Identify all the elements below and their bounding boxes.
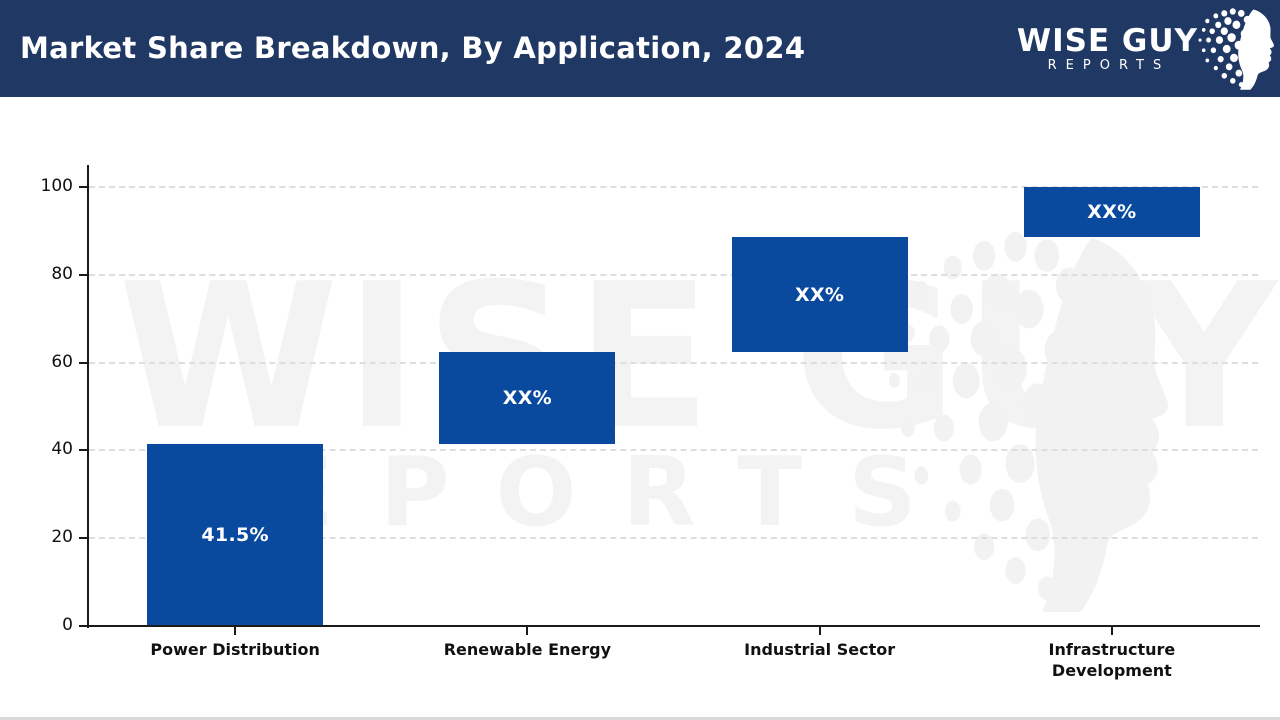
header-bar: Market Share Breakdown, By Application, … [0,0,1280,97]
y-tick-mark [79,361,87,364]
gridline [89,449,1258,452]
y-tick-mark [79,185,87,188]
y-tick-label: 80 [51,263,73,284]
x-tick-mark [234,627,237,635]
gridline [89,361,1258,364]
y-tick-label: 60 [51,351,73,372]
y-tick-label: 100 [40,175,73,196]
logo-wordmark: WISE GUY [1016,22,1198,59]
plot-area: 0 20 40 60 80 100 41.5% Power Distribution XX% Re… [41,165,1260,680]
y-tick-mark [79,273,87,276]
y-tick-label: 20 [51,527,73,548]
x-tick-label: Renewable Energy [443,640,612,659]
y-tick-mark [79,449,87,452]
bar-value-label: 41.5% [201,523,269,546]
wise-guy-head-icon [1198,8,1274,90]
x-tick-mark [1110,627,1113,635]
wise-guy-reports-logo: WISE GUY REPORTS [1017,6,1274,92]
x-tick-label: Power Distribution [150,640,320,659]
watermark-head-icon [888,231,1168,613]
logo-text: WISE GUY REPORTS [1017,25,1198,74]
y-axis-spine [87,165,89,628]
x-axis-spine [87,625,1260,627]
bar: XX% [1023,186,1200,238]
logo-subtitle: REPORTS [1047,58,1171,74]
x-tick-label: Industrial Sector [744,640,896,659]
y-tick-mark [79,537,87,540]
y-tick-label: 40 [51,439,73,460]
x-tick-mark [526,627,529,635]
y-tick-label: 0 [62,615,73,635]
x-tick-mark [818,627,821,635]
gridline [89,537,1258,540]
x-tick-label: Infrastructure Development [1048,640,1176,680]
bar-value-label: XX% [795,283,845,306]
gridline [89,273,1258,276]
bar: XX% [439,351,616,444]
bar-value-label: XX% [1087,201,1137,224]
bar: 41.5% [147,443,324,626]
bar-value-label: XX% [502,386,552,409]
gridline [89,185,1258,188]
page-title: Market Share Breakdown, By Application, … [20,31,806,65]
bar: XX% [731,237,908,352]
footer-divider [0,717,1280,720]
y-tick-mark [79,625,87,627]
